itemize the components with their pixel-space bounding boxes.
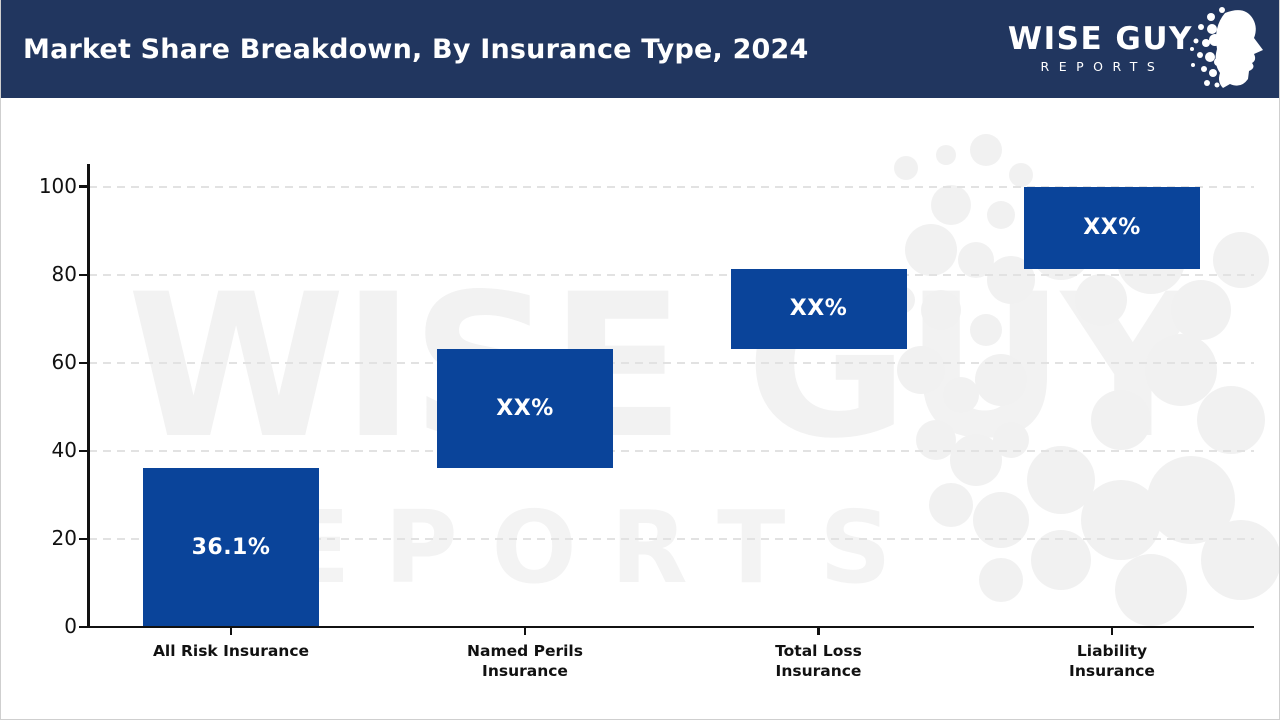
x-tick-4: [1110, 628, 1114, 635]
wise-guy-logo: WISE GUY REPORTS: [1008, 5, 1271, 93]
y-tick-label-100: 100: [38, 173, 77, 198]
bar-3: XX%: [730, 268, 907, 349]
gridline-100: [89, 185, 1254, 188]
y-tick-label-0: 0: [64, 614, 77, 638]
gridline-20: [89, 537, 1254, 540]
gridline-80: [89, 273, 1254, 276]
bar-value-label: XX%: [496, 395, 554, 421]
y-tick-100: [79, 185, 87, 188]
logo-text: WISE GUY REPORTS: [1007, 21, 1193, 75]
bar-value-label: XX%: [789, 296, 848, 322]
gridline-60: [89, 361, 1254, 364]
watermark-head-dots: [887, 134, 1279, 626]
y-tick-label-20: 20: [51, 525, 77, 550]
x-tick-2: [523, 628, 527, 635]
y-tick-label-60: 60: [51, 349, 77, 374]
y-tick-label-80: 80: [51, 261, 77, 286]
bar-value-label: XX%: [1083, 215, 1141, 241]
logo-subtitle: REPORTS: [1040, 59, 1165, 74]
logo-face-icon: [1190, 7, 1263, 88]
bar-4: XX%: [1024, 186, 1200, 269]
y-tick-60: [79, 361, 87, 365]
gridline-40: [89, 449, 1254, 452]
y-tick-80: [79, 273, 87, 276]
y-tick-label-40: 40: [51, 437, 77, 462]
x-tick-1: [229, 628, 233, 635]
header-bar: Market Share Breakdown, By Insurance Typ…: [1, 0, 1279, 98]
x-axis-line: [87, 625, 1254, 628]
x-category-label-4: Liability Insurance: [1069, 642, 1155, 680]
bar-value-label: 36.1%: [191, 535, 271, 561]
y-tick-20: [79, 537, 87, 541]
bar-1: 36.1%: [143, 468, 319, 627]
y-tick-0: [79, 625, 87, 629]
x-category-label-3: Total Loss Insurance: [775, 642, 862, 680]
logo-name: WISE GUY: [1007, 21, 1193, 57]
y-tick-40: [79, 449, 87, 453]
y-axis-line: [87, 164, 90, 628]
x-category-label-2: Named Perils Insurance: [467, 642, 583, 680]
bar-2: XX%: [437, 348, 613, 469]
chart-title: Market Share Breakdown, By Insurance Typ…: [23, 33, 809, 65]
x-tick-3: [817, 628, 820, 635]
x-category-label-1: All Risk Insurance: [152, 642, 310, 660]
